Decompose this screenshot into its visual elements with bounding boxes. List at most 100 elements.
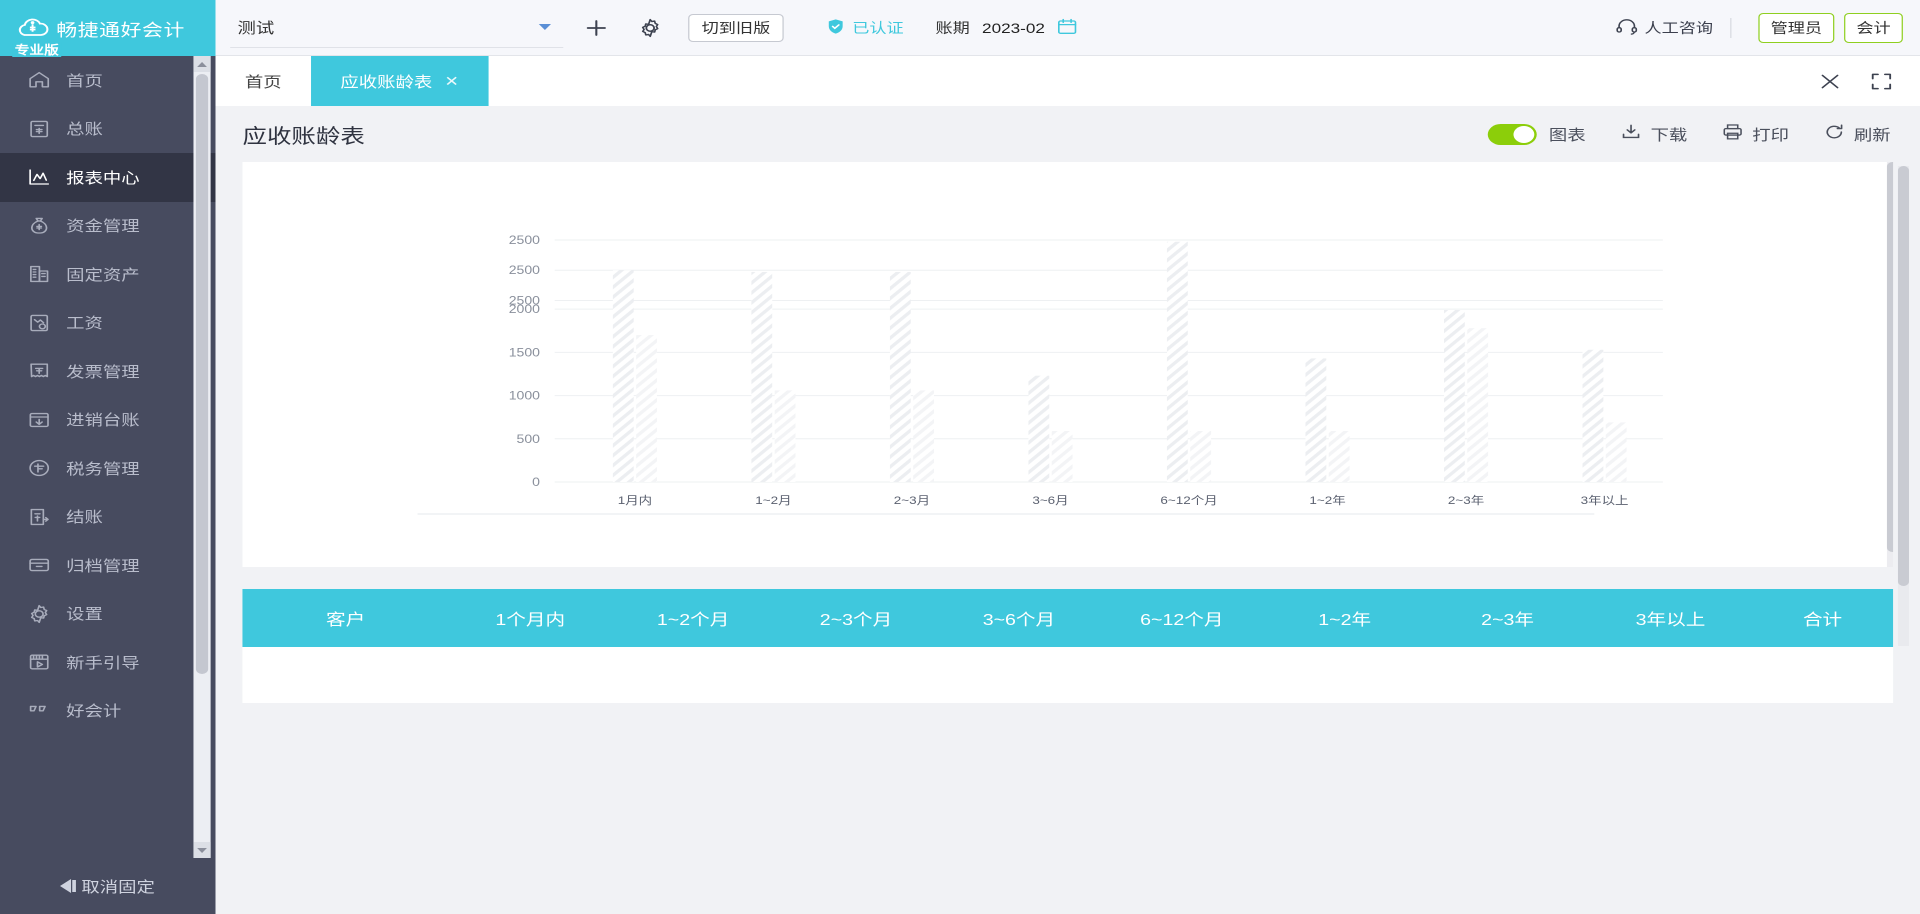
- sidebar-item-7[interactable]: 发票管理: [0, 347, 216, 396]
- chart-toggle-switch[interactable]: [1487, 123, 1537, 145]
- role-button-admin[interactable]: 管理员: [1758, 12, 1835, 43]
- sidebar-item-3[interactable]: 报表中心: [0, 153, 216, 202]
- sidebar-item-label: 设置: [66, 606, 103, 624]
- sidebar-item-1[interactable]: 首页: [0, 56, 216, 105]
- calendar-icon[interactable]: [1057, 18, 1078, 38]
- accounting-period[interactable]: 账期 2023-02: [936, 18, 1079, 38]
- gear-icon: [30, 604, 48, 623]
- building-icon: [30, 266, 49, 283]
- caret-up-icon[interactable]: [193, 56, 211, 72]
- svg-text:2000: 2000: [509, 302, 540, 315]
- sidebar-item-label: 好会计: [66, 703, 122, 721]
- table-column-header[interactable]: 1~2个月: [656, 612, 730, 629]
- home-icon: [29, 72, 50, 88]
- role-button-accountant[interactable]: 会计: [1844, 12, 1903, 43]
- page-title: 应收账龄表: [242, 125, 365, 148]
- switch-to-old-version-button[interactable]: 切到旧版: [688, 13, 784, 42]
- quote-icon: [29, 705, 46, 712]
- table-column-header[interactable]: 3年以上: [1635, 612, 1706, 629]
- company-selector[interactable]: 测试: [230, 8, 564, 48]
- sidebar-item-9[interactable]: 税务管理: [0, 444, 216, 493]
- svg-text:2500: 2500: [509, 294, 540, 307]
- plus-icon[interactable]: [576, 11, 618, 45]
- chart-card: 2500 2500 2500 2000 1500 1000 500 0 1月内 1~2月 2~3月 3…: [242, 162, 1894, 567]
- content-scrollbar[interactable]: [1897, 166, 1909, 646]
- human-consult-button[interactable]: 人工咨询: [1615, 17, 1713, 39]
- svg-text:1500: 1500: [509, 346, 540, 359]
- table-column-header[interactable]: 客户: [326, 612, 366, 629]
- sidebar-item-label: 发票管理: [66, 363, 140, 381]
- collapse-pin-icon: [60, 879, 77, 893]
- table-column-header[interactable]: 2~3个月: [819, 612, 893, 629]
- shield-check-icon: [825, 18, 846, 38]
- svg-text:1月内: 1月内: [618, 494, 652, 507]
- sidebar-item-5[interactable]: 固定资产: [0, 250, 216, 299]
- fullscreen-icon[interactable]: [1869, 71, 1893, 91]
- certified-status[interactable]: 已认证: [825, 18, 904, 38]
- tax-icon: [29, 460, 50, 477]
- chart-toggle[interactable]: 图表: [1487, 123, 1586, 145]
- gear-icon[interactable]: [629, 11, 671, 45]
- tab-home-label: 首页: [244, 73, 282, 91]
- refresh-button[interactable]: 刷新: [1823, 123, 1891, 145]
- svg-text:2500: 2500: [509, 233, 540, 246]
- sidebar-item-label: 新手引导: [66, 654, 140, 672]
- svg-text:6~12个月: 6~12个月: [1160, 494, 1217, 507]
- sidebar-item-6[interactable]: 工资: [0, 299, 216, 348]
- download-button[interactable]: 下载: [1620, 123, 1687, 145]
- table-column-header[interactable]: 3~6个月: [982, 612, 1056, 629]
- tab-receivable-aging[interactable]: 应收账龄表 ✕: [311, 56, 489, 106]
- sidebar-item-label: 结账: [66, 509, 103, 527]
- collapse-pin-button[interactable]: 取消固定: [0, 858, 216, 914]
- sidebar-item-4[interactable]: 资金管理: [0, 202, 216, 251]
- tab-actions: [1817, 56, 1920, 106]
- table-column-header[interactable]: 1个月内: [495, 612, 566, 629]
- tab-bar: 首页 应收账龄表 ✕: [215, 56, 1920, 106]
- svg-text:2~3月: 2~3月: [894, 494, 930, 507]
- caret-down-icon[interactable]: [193, 842, 211, 858]
- sidebar-item-10[interactable]: 结账: [0, 493, 216, 542]
- svg-text:0: 0: [532, 475, 540, 488]
- human-consult-label: 人工咨询: [1644, 19, 1714, 36]
- refresh-icon: [1823, 123, 1845, 145]
- brand-logo[interactable]: 畅捷通好会计 专业版: [0, 0, 216, 57]
- table-column-header[interactable]: 2~3年: [1481, 612, 1535, 629]
- table-column-header[interactable]: 合计: [1802, 612, 1843, 629]
- cloud-logo-icon: [17, 17, 49, 39]
- sidebar: 畅捷通好会计 专业版 首页总账 报表中心 资金管理固定资产工资发票管理进销台账 税务管…: [0, 0, 216, 914]
- table-column-header[interactable]: 6~12个月: [1140, 612, 1224, 629]
- stock-ledger-icon: [29, 412, 49, 427]
- company-name: 测试: [237, 19, 275, 37]
- sidebar-scrollbar[interactable]: [193, 56, 211, 858]
- sidebar-item-12[interactable]: 设置: [0, 590, 216, 639]
- topbar-right-group: 人工咨询 管理员 会计: [1615, 12, 1920, 43]
- sidebar-item-11[interactable]: 归档管理: [0, 541, 216, 590]
- svg-text:500: 500: [517, 432, 540, 445]
- sidebar-item-13[interactable]: 新手引导: [0, 638, 216, 687]
- tab-receivable-aging-label: 应收账龄表: [340, 73, 433, 91]
- download-label: 下载: [1650, 126, 1688, 144]
- chart-card-scrollbar[interactable]: [1886, 162, 1894, 567]
- table-column-header[interactable]: 1~2年: [1318, 612, 1372, 629]
- money-bag-icon: [31, 217, 48, 234]
- sidebar-item-label: 固定资产: [66, 266, 140, 284]
- guide-play-icon: [29, 654, 49, 670]
- sidebar-item-label: 首页: [66, 72, 103, 90]
- sidebar-nav: 首页总账 报表中心 资金管理固定资产工资发票管理进销台账 税务管理结账归档管理设置新手…: [0, 56, 216, 858]
- tab-home[interactable]: 首页: [216, 56, 312, 106]
- period-value: 2023-02: [982, 19, 1045, 36]
- chevron-down-icon: [538, 24, 552, 30]
- sidebar-scroll-thumb[interactable]: [195, 74, 209, 674]
- svg-text:1000: 1000: [509, 389, 540, 402]
- close-icon[interactable]: ✕: [444, 72, 459, 89]
- chart-toggle-label: 图表: [1548, 126, 1586, 144]
- sidebar-item-label: 归档管理: [66, 557, 140, 575]
- print-button[interactable]: 打印: [1722, 123, 1789, 145]
- sidebar-item-14[interactable]: 好会计: [0, 687, 216, 736]
- sidebar-item-2[interactable]: 总账: [0, 105, 216, 154]
- svg-text:2500: 2500: [509, 264, 540, 277]
- invoice-icon: [30, 363, 49, 378]
- close-all-tabs-icon[interactable]: [1817, 71, 1841, 91]
- sidebar-item-8[interactable]: 进销台账: [0, 396, 216, 445]
